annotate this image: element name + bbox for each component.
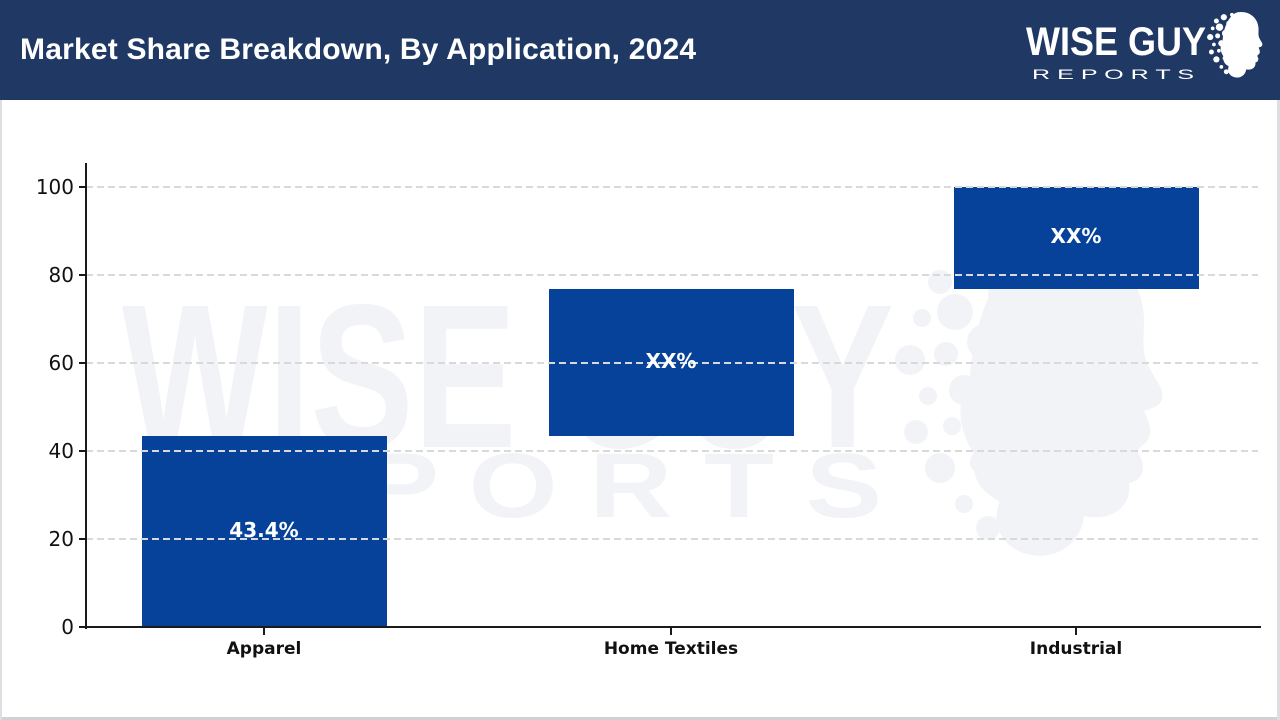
bar-value-label: XX% <box>645 348 697 373</box>
wise-guy-reports-logo: WISE GUY R E P O R T S <box>1026 11 1263 82</box>
bar-value-label: XX% <box>1050 224 1102 249</box>
gridline-60 <box>86 362 1258 364</box>
header: Market Share Breakdown, By Application, … <box>0 0 1280 100</box>
y-axis-tick-label: 0 <box>61 615 74 639</box>
bar-apparel <box>141 436 387 627</box>
logo-wordmark: WISE GUY <box>1026 20 1206 64</box>
y-axis-tick-label: 100 <box>35 175 74 199</box>
y-tick-mark <box>79 362 86 364</box>
y-axis-line <box>85 163 87 629</box>
x-tick-mark <box>263 628 265 635</box>
x-axis-label-industrial: Industrial <box>1029 639 1123 659</box>
x-axis-label-home-textiles: Home Textiles <box>603 639 739 659</box>
y-axis-tick-label: 60 <box>48 351 74 375</box>
gridline-40 <box>86 450 1258 452</box>
y-tick-mark <box>79 626 86 628</box>
bottom-border <box>0 717 1280 720</box>
logo-subtext: R E P O R T S <box>1032 66 1194 82</box>
gridline-80 <box>86 274 1258 276</box>
x-axis-line <box>85 626 1261 628</box>
page-title: Market Share Breakdown, By Application, … <box>20 33 697 66</box>
y-axis-tick-label: 20 <box>48 527 74 551</box>
x-axis-label-apparel: Apparel <box>226 639 302 659</box>
gridline-100 <box>86 186 1258 188</box>
x-tick-mark <box>1075 628 1077 635</box>
y-axis-tick-label: 40 <box>48 439 74 463</box>
gridline-20 <box>86 538 1258 540</box>
y-tick-mark <box>79 538 86 540</box>
y-tick-mark <box>79 274 86 276</box>
left-border <box>0 100 2 720</box>
y-tick-mark <box>79 186 86 188</box>
bar-value-label: 43.4% <box>229 517 299 542</box>
logo-face-icon <box>1207 11 1263 78</box>
y-axis-tick-label: 80 <box>48 263 74 287</box>
y-tick-mark <box>79 450 86 452</box>
x-tick-mark <box>670 628 672 635</box>
right-border <box>1277 100 1280 720</box>
